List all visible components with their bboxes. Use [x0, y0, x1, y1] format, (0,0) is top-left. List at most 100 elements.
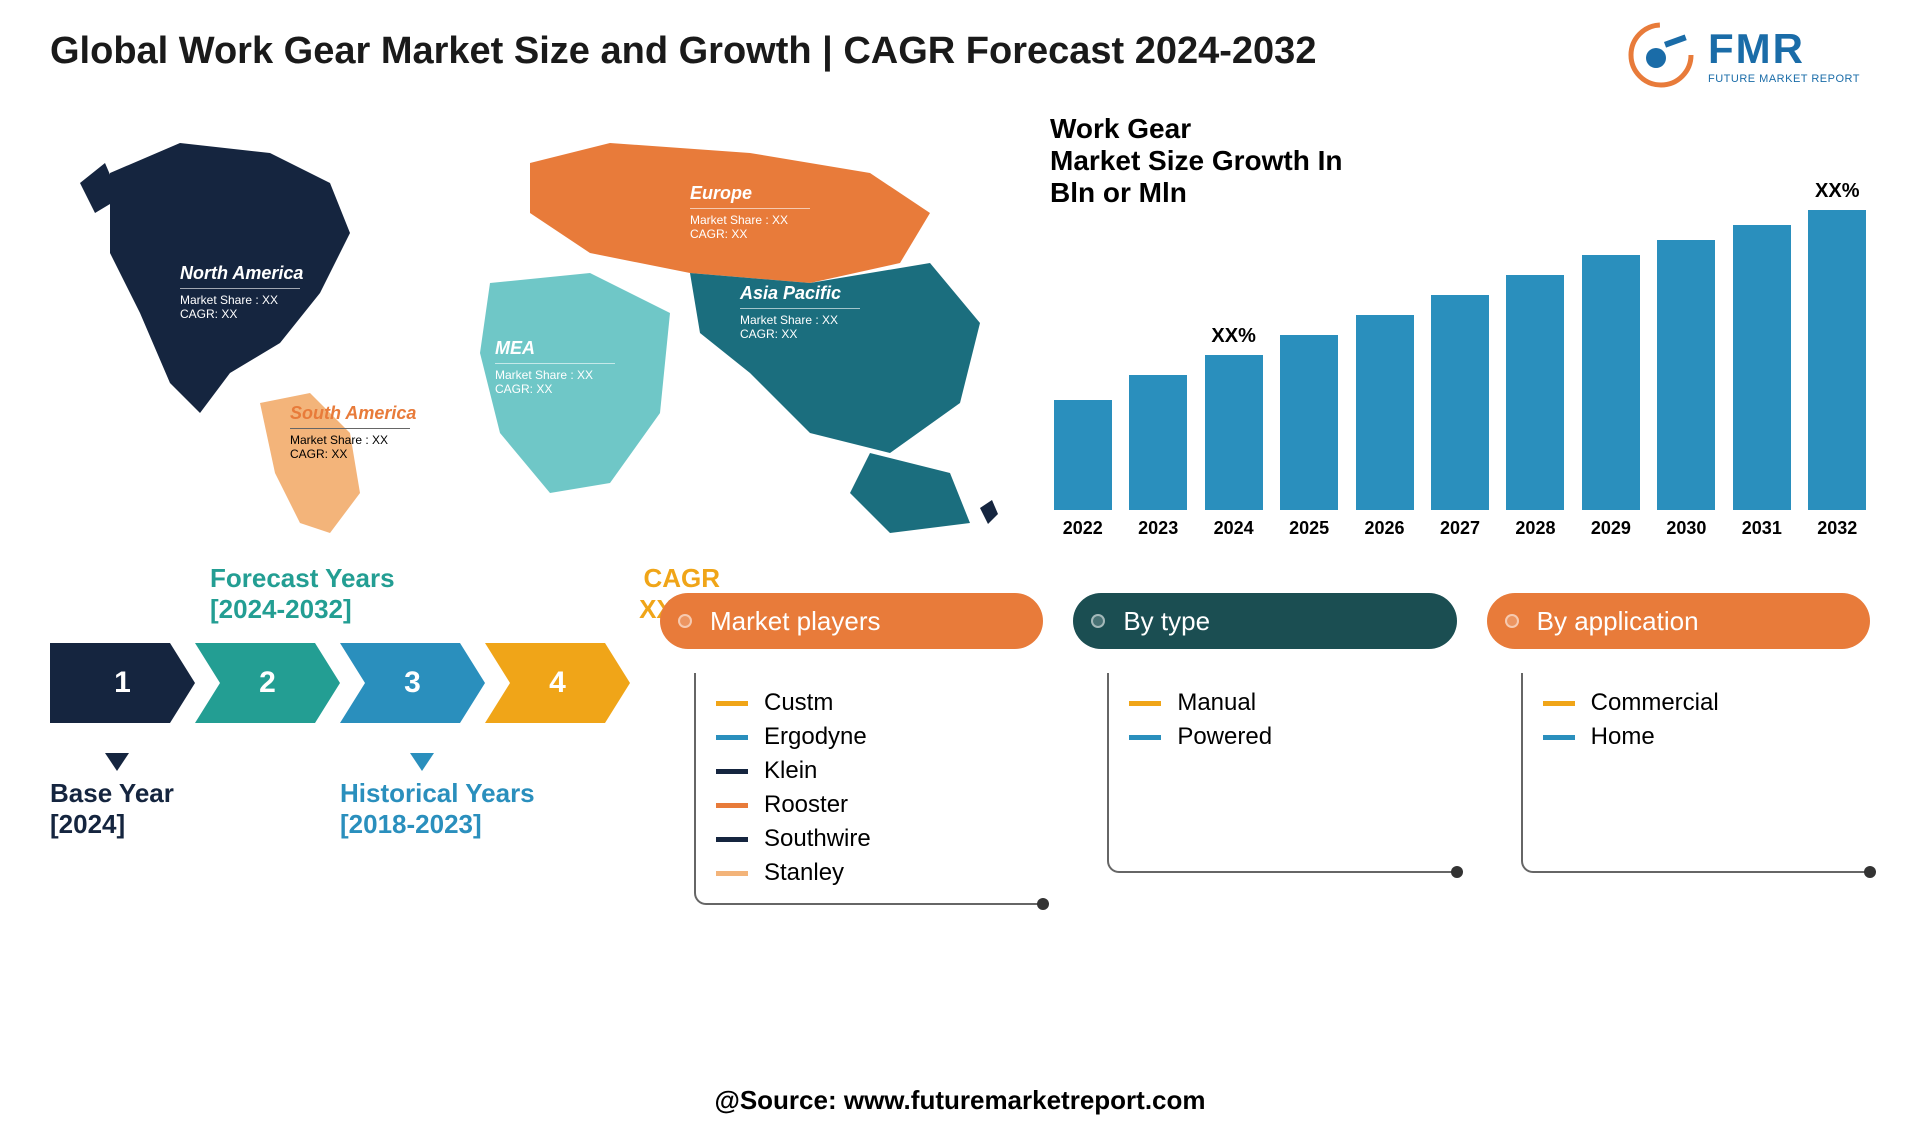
- source-line: @Source: www.futuremarketreport.com: [714, 1085, 1205, 1116]
- bar-year-label: 2032: [1817, 518, 1857, 539]
- dot-icon: [678, 614, 692, 628]
- list-item: Commercial: [1543, 689, 1870, 717]
- label-historical: Historical Years [2018-2023]: [340, 778, 560, 840]
- pill-label: Market players: [710, 606, 881, 637]
- dot-icon: [1091, 614, 1105, 628]
- bar-2030: 2030: [1654, 210, 1719, 539]
- bar-2031: 2031: [1729, 195, 1794, 539]
- list-item: Southwire: [716, 825, 1043, 853]
- swatch-icon: [716, 871, 748, 876]
- list-item-label: Home: [1591, 723, 1655, 751]
- list-item: Rooster: [716, 791, 1043, 819]
- list-item: Manual: [1129, 689, 1456, 717]
- bars-container: 20222023XX%20242025202620272028202920302…: [1050, 229, 1870, 539]
- swatch-icon: [1543, 735, 1575, 740]
- growth-bar-chart: Work Gear Market Size Growth In Bln or M…: [1050, 113, 1870, 543]
- bar-2025: 2025: [1276, 305, 1341, 539]
- bar-year-label: 2025: [1289, 518, 1329, 539]
- pill-label: By application: [1537, 606, 1699, 637]
- swatch-icon: [1129, 701, 1161, 706]
- swatch-icon: [1129, 735, 1161, 740]
- bar-rect: [1205, 355, 1263, 510]
- label-forecast: Forecast Years [2024-2032]: [210, 563, 430, 625]
- bar-year-label: 2027: [1440, 518, 1480, 539]
- list-by-type: Manual Powered: [1107, 673, 1456, 873]
- bar-2027: 2027: [1427, 265, 1492, 539]
- list-item-label: Rooster: [764, 791, 848, 819]
- bar-rect: [1506, 275, 1564, 510]
- list-market-players: Custm Ergodyne Klein Rooster Southwire Stanle…: [694, 673, 1043, 905]
- bar-rect: [1129, 375, 1187, 510]
- swatch-icon: [716, 701, 748, 706]
- timeline-block: Forecast Years [2024-2032] CAGR XX%% 123…: [50, 593, 630, 723]
- label-europe: Europe Market Share : XX CAGR: XX: [690, 183, 810, 241]
- chevron-1: 1: [50, 643, 195, 723]
- arrow-hist-icon: [410, 753, 434, 771]
- list-item-label: Commercial: [1591, 689, 1719, 717]
- pill-label: By type: [1123, 606, 1210, 637]
- market-players-block: Market players Custm Ergodyne Klein Rooster…: [660, 593, 1043, 905]
- chart-title: Work Gear Market Size Growth In Bln or M…: [1050, 113, 1400, 209]
- map-svg: [50, 113, 1010, 543]
- region-nz: [980, 500, 998, 524]
- bar-year-label: 2029: [1591, 518, 1631, 539]
- logo-icon: [1626, 20, 1696, 90]
- list-item-label: Custm: [764, 689, 833, 717]
- dot-icon: [1505, 614, 1519, 628]
- bar-annotation: XX%: [1815, 180, 1859, 204]
- bar-2022: 2022: [1050, 370, 1115, 539]
- bar-year-label: 2022: [1063, 518, 1103, 539]
- bar-2032: XX% 2032: [1805, 180, 1870, 539]
- swatch-icon: [716, 803, 748, 808]
- bar-year-label: 2028: [1515, 518, 1555, 539]
- swatch-icon: [716, 837, 748, 842]
- bar-rect: [1733, 225, 1791, 510]
- bar-year-label: 2024: [1214, 518, 1254, 539]
- bar-2026: 2026: [1352, 285, 1417, 539]
- arrow-base-icon: [105, 753, 129, 771]
- page-title: Global Work Gear Market Size and Growth …: [50, 30, 1870, 73]
- list-item: Powered: [1129, 723, 1456, 751]
- bar-rect: [1431, 295, 1489, 510]
- bar-2028: 2028: [1503, 245, 1568, 539]
- bar-rect: [1280, 335, 1338, 510]
- pill-by-application: By application: [1487, 593, 1870, 649]
- chevron-3: 3: [340, 643, 485, 723]
- logo-text-sub: FUTURE MARKET REPORT: [1708, 73, 1860, 85]
- bar-2029: 2029: [1578, 225, 1643, 539]
- bar-year-label: 2031: [1742, 518, 1782, 539]
- bar-rect: [1657, 240, 1715, 510]
- by-application-block: By application Commercial Home: [1487, 593, 1870, 873]
- list-item-label: Southwire: [764, 825, 871, 853]
- label-north-america: North America Market Share : XX CAGR: XX: [180, 263, 303, 321]
- pill-by-type: By type: [1073, 593, 1456, 649]
- pill-market-players: Market players: [660, 593, 1043, 649]
- label-mea: MEA Market Share : XX CAGR: XX: [495, 338, 615, 396]
- bar-rect: [1356, 315, 1414, 510]
- chevron-strip: 1234: [50, 643, 630, 723]
- list-item-label: Manual: [1177, 689, 1256, 717]
- label-asia-pacific: Asia Pacific Market Share : XX CAGR: XX: [740, 283, 860, 341]
- swatch-icon: [1543, 701, 1575, 706]
- list-item: Custm: [716, 689, 1043, 717]
- list-item-label: Stanley: [764, 859, 844, 887]
- bar-rect: [1582, 255, 1640, 510]
- list-by-application: Commercial Home: [1521, 673, 1870, 873]
- list-item-label: Powered: [1177, 723, 1272, 751]
- list-item: Klein: [716, 757, 1043, 785]
- logo-text-main: FMR: [1708, 25, 1860, 73]
- label-south-america: South America Market Share : XX CAGR: XX: [290, 403, 416, 461]
- bar-year-label: 2023: [1138, 518, 1178, 539]
- list-item-label: Ergodyne: [764, 723, 867, 751]
- list-item: Stanley: [716, 859, 1043, 887]
- bar-rect: [1054, 400, 1112, 510]
- label-base-year: Base Year [2024]: [50, 778, 270, 840]
- by-type-block: By type Manual Powered: [1073, 593, 1456, 873]
- swatch-icon: [716, 769, 748, 774]
- bar-annotation: XX%: [1211, 325, 1255, 349]
- bar-rect: [1808, 210, 1866, 510]
- bar-year-label: 2026: [1365, 518, 1405, 539]
- chevron-2: 2: [195, 643, 340, 723]
- list-item: Ergodyne: [716, 723, 1043, 751]
- logo: FMR FUTURE MARKET REPORT: [1626, 20, 1860, 90]
